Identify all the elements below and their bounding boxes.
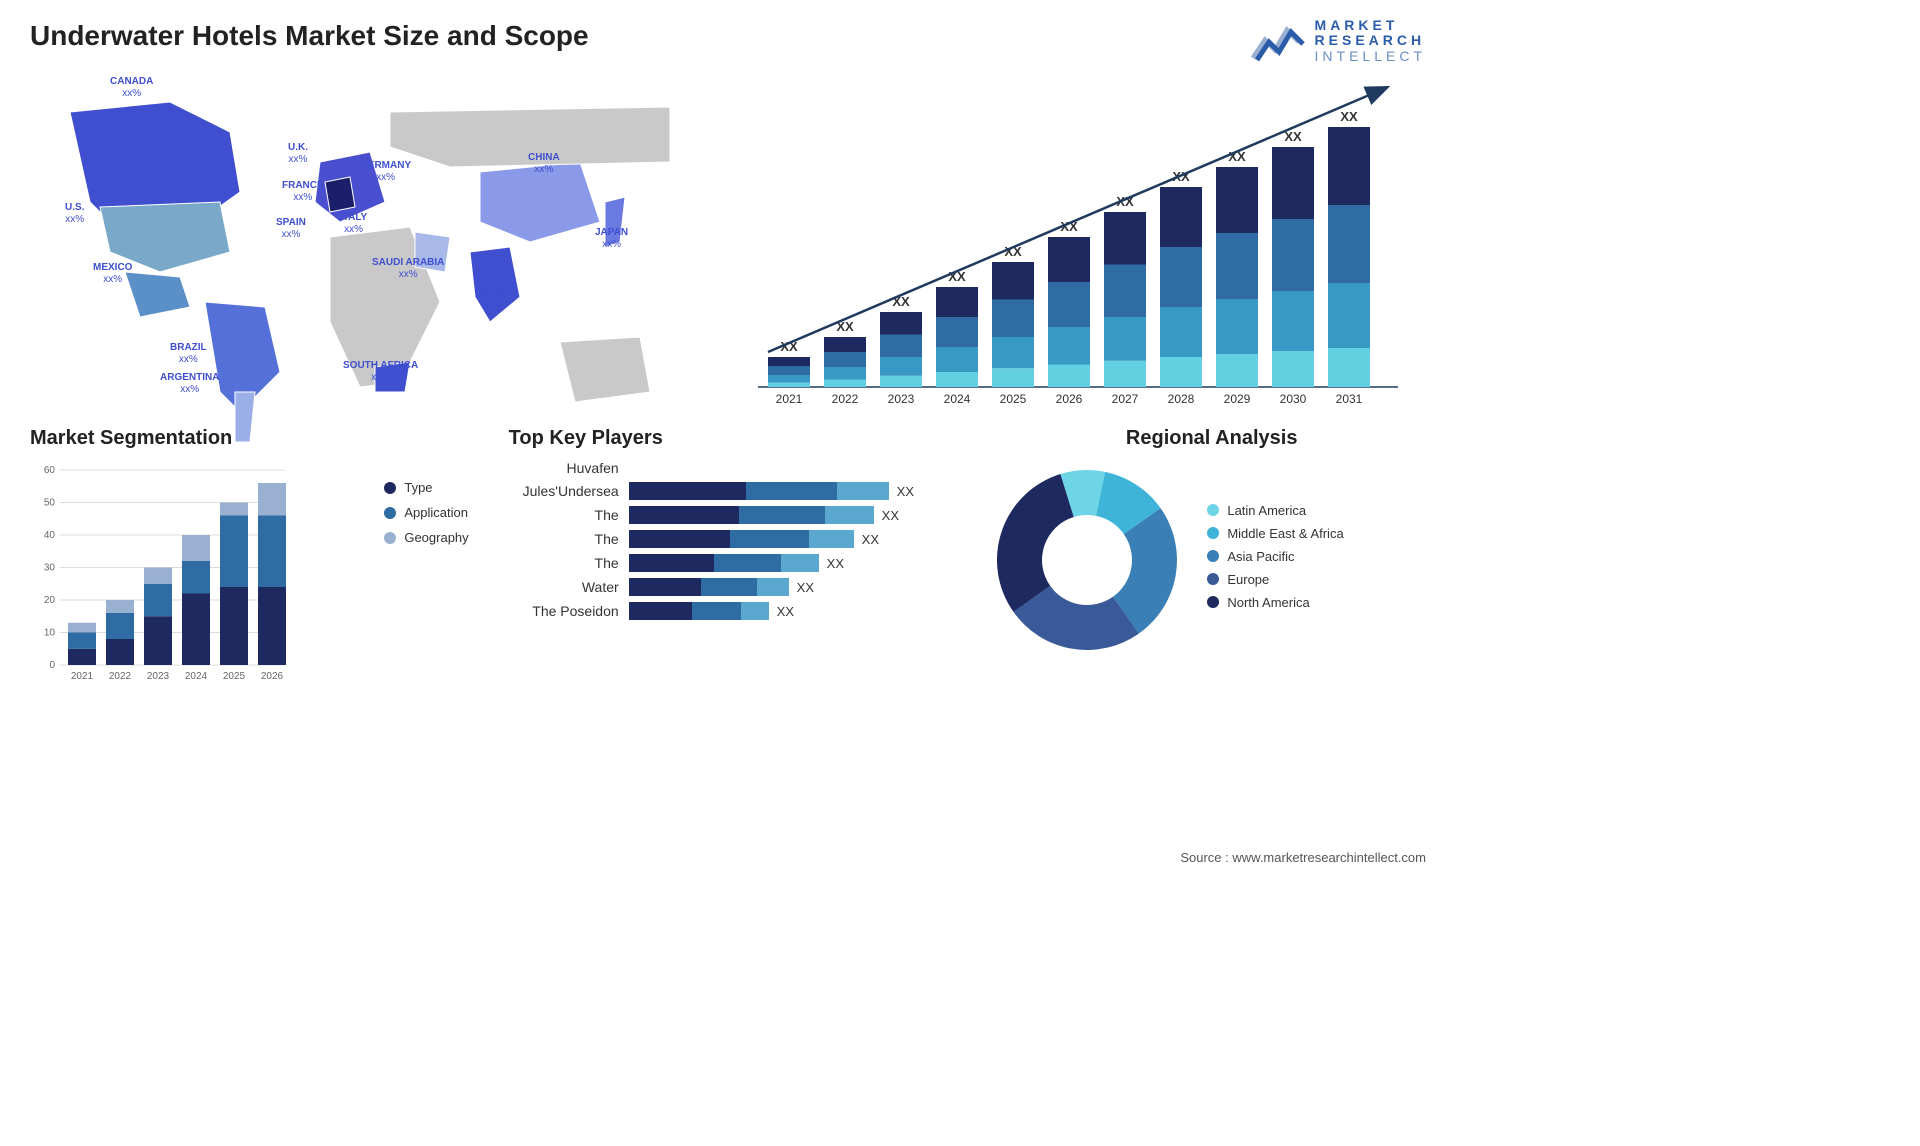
svg-text:60: 60 xyxy=(44,465,56,476)
player-value: XX xyxy=(897,484,914,499)
svg-text:50: 50 xyxy=(44,498,56,509)
region-legend-item: Asia Pacific xyxy=(1207,549,1343,564)
player-row: The XX xyxy=(509,530,958,548)
brand-logo: MARKET RESEARCH INTELLECT xyxy=(1251,18,1426,64)
player-name: The xyxy=(509,555,629,571)
map-label-china: CHINAxx% xyxy=(528,152,560,176)
map-label-mexico: MEXICOxx% xyxy=(93,262,132,286)
map-label-canada: CANADAxx% xyxy=(110,76,153,100)
svg-text:10: 10 xyxy=(44,628,56,639)
regional-legend: Latin America Middle East & Africa Asia Pa… xyxy=(1207,503,1343,618)
map-label-uk: U.K.xx% xyxy=(288,142,308,166)
svg-text:2027: 2027 xyxy=(1112,392,1139,406)
region-legend-item: Latin America xyxy=(1207,503,1343,518)
svg-text:20: 20 xyxy=(44,595,56,606)
player-name: The xyxy=(509,507,629,523)
regional-title: Regional Analysis xyxy=(987,427,1436,450)
map-label-germany: GERMANYxx% xyxy=(360,160,411,184)
map-label-italy: ITALYxx% xyxy=(340,212,367,236)
map-label-india: INDIAxx% xyxy=(480,287,507,311)
player-value: XX xyxy=(882,508,899,523)
world-map: CANADAxx% U.S.xx% MEXICOxx% BRAZILxx% ARGENT… xyxy=(30,72,718,402)
svg-text:2028: 2028 xyxy=(1168,392,1195,406)
map-label-us: U.S.xx% xyxy=(65,202,84,226)
svg-text:30: 30 xyxy=(44,563,56,574)
map-label-brazil: BRAZILxx% xyxy=(170,342,207,366)
regional-donut xyxy=(987,460,1187,660)
svg-text:2031: 2031 xyxy=(1336,392,1363,406)
region-legend-item: Europe xyxy=(1207,572,1343,587)
svg-text:2022: 2022 xyxy=(109,671,132,682)
player-row: The XX xyxy=(509,554,958,572)
player-row: Jules'Undersea XX xyxy=(509,482,958,500)
svg-text:2023: 2023 xyxy=(888,392,915,406)
player-name: Huvafen xyxy=(509,460,629,476)
svg-text:2021: 2021 xyxy=(776,392,803,406)
player-value: XX xyxy=(862,532,879,547)
svg-text:2029: 2029 xyxy=(1224,392,1251,406)
svg-text:2025: 2025 xyxy=(1000,392,1027,406)
logo-line3: INTELLECT xyxy=(1315,49,1426,64)
map-label-saudiarabia: SAUDI ARABIAxx% xyxy=(372,257,444,281)
player-value: XX xyxy=(797,580,814,595)
player-name: Water xyxy=(509,579,629,595)
growth-chart: XX2021XX2022XX2023XX2024XX2025XX2026XX20… xyxy=(748,72,1436,402)
svg-text:2025: 2025 xyxy=(223,671,246,682)
player-value: XX xyxy=(827,556,844,571)
player-value: XX xyxy=(777,604,794,619)
svg-text:0: 0 xyxy=(49,660,55,671)
key-players-panel: Top Key Players HuvafenJules'UnderseaXXT… xyxy=(509,427,958,707)
player-name: Jules'Undersea xyxy=(509,483,629,499)
svg-text:XX: XX xyxy=(1340,109,1358,124)
logo-icon xyxy=(1251,18,1307,64)
seg-legend-item: Type xyxy=(384,480,468,495)
player-row: The XX xyxy=(509,506,958,524)
player-row: Water XX xyxy=(509,578,958,596)
svg-text:2022: 2022 xyxy=(832,392,859,406)
map-label-spain: SPAINxx% xyxy=(276,217,306,241)
player-row: Huvafen xyxy=(509,460,958,476)
svg-text:2030: 2030 xyxy=(1280,392,1307,406)
logo-line1: MARKET xyxy=(1315,18,1426,33)
map-label-argentina: ARGENTINAxx% xyxy=(160,372,219,396)
region-legend-item: North America xyxy=(1207,595,1343,610)
seg-legend-item: Application xyxy=(384,505,468,520)
region-legend-item: Middle East & Africa xyxy=(1207,526,1343,541)
seg-legend-item: Geography xyxy=(384,530,468,545)
player-name: The xyxy=(509,531,629,547)
svg-text:2026: 2026 xyxy=(1056,392,1083,406)
segmentation-panel: Market Segmentation 01020304050602021202… xyxy=(30,427,479,707)
svg-text:2024: 2024 xyxy=(185,671,208,682)
svg-text:2023: 2023 xyxy=(147,671,170,682)
logo-line2: RESEARCH xyxy=(1315,33,1426,48)
segmentation-legend: Type Application Geography xyxy=(384,480,468,555)
key-players-list: HuvafenJules'UnderseaXXTheXXTheXXTheXXWa… xyxy=(509,460,958,620)
map-label-japan: JAPANxx% xyxy=(595,227,628,251)
svg-text:40: 40 xyxy=(44,530,56,541)
svg-text:2021: 2021 xyxy=(71,671,94,682)
player-name: The Poseidon xyxy=(509,603,629,619)
map-label-france: FRANCExx% xyxy=(282,180,324,204)
source-text: Source : www.marketresearchintellect.com xyxy=(1180,850,1426,865)
page-title: Underwater Hotels Market Size and Scope xyxy=(30,20,1436,52)
map-label-southafrica: SOUTH AFRICAxx% xyxy=(343,360,418,384)
regional-panel: Regional Analysis Latin America Middle Ea… xyxy=(987,427,1436,707)
svg-text:2024: 2024 xyxy=(944,392,971,406)
player-row: The Poseidon XX xyxy=(509,602,958,620)
svg-text:2026: 2026 xyxy=(261,671,284,682)
